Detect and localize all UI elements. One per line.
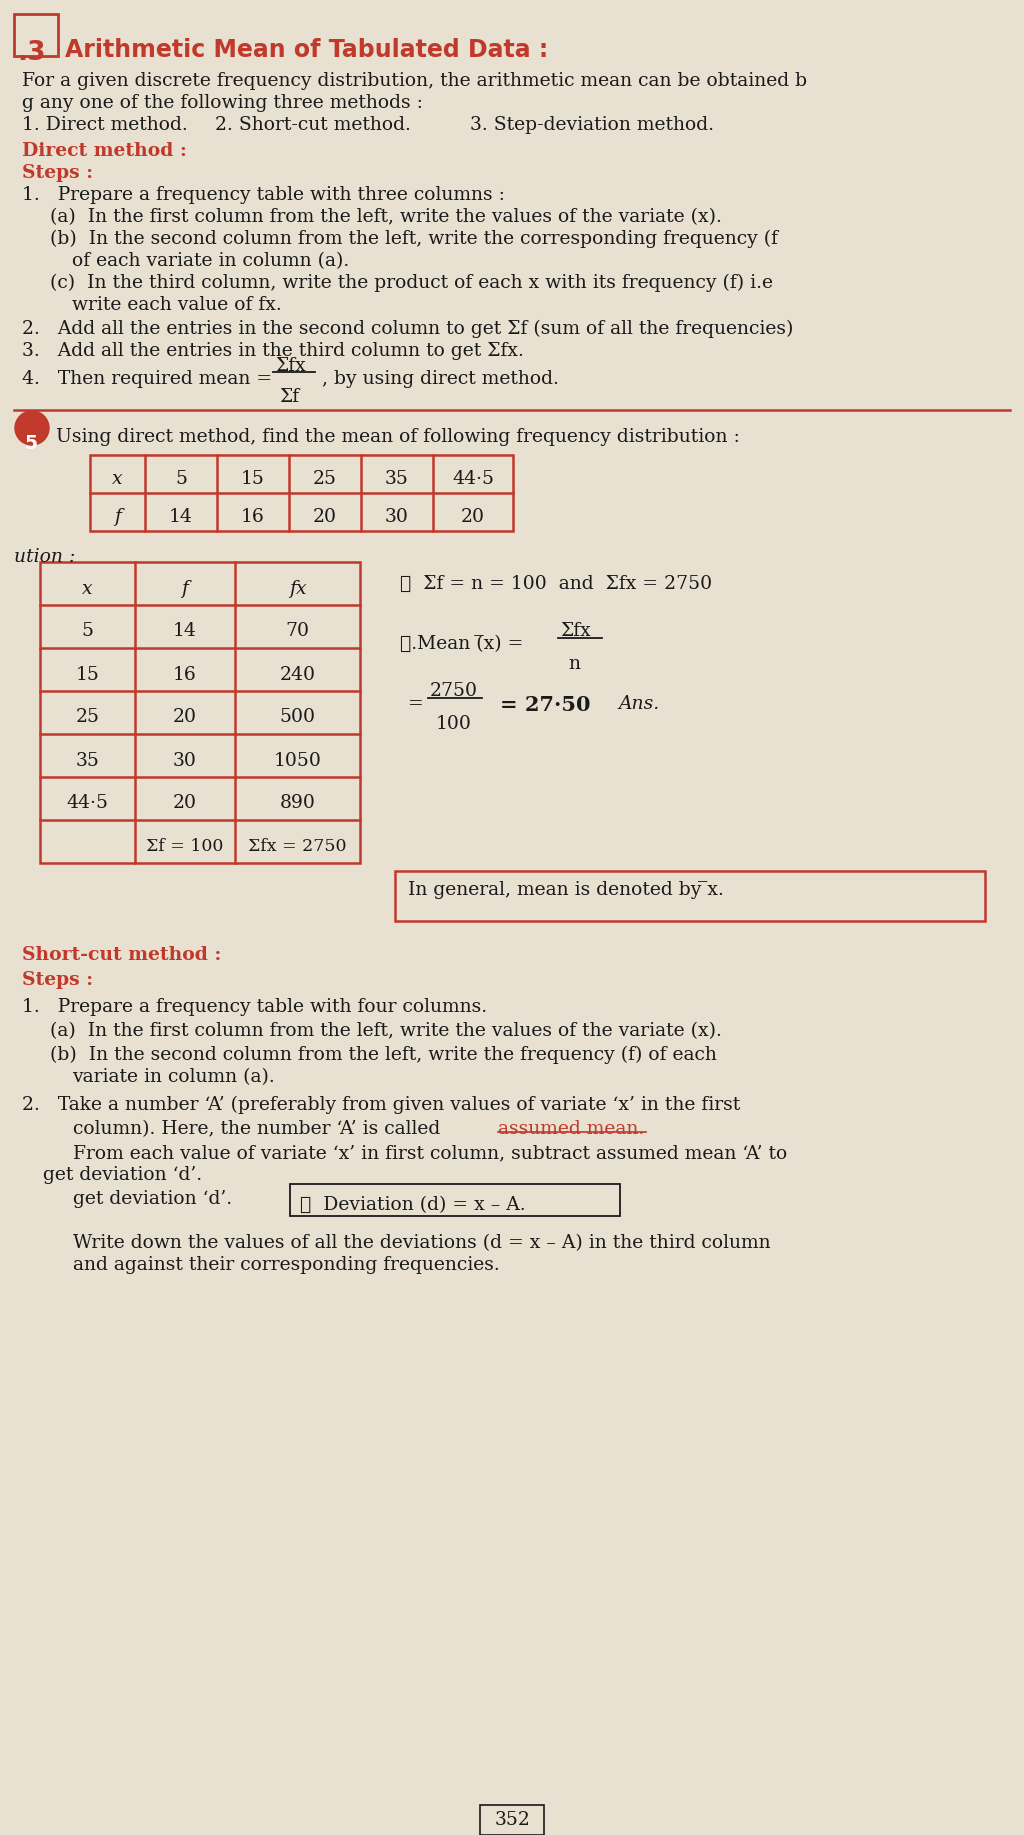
Text: 30: 30 — [173, 752, 197, 769]
Text: From each value of variate ‘x’ in first column, subtract assumed mean ‘A’ to: From each value of variate ‘x’ in first … — [43, 1143, 787, 1162]
Text: Using direct method, find the mean of following frequency distribution :: Using direct method, find the mean of fo… — [56, 428, 739, 446]
Text: fx: fx — [289, 580, 306, 598]
Text: f: f — [114, 508, 121, 527]
Text: 70: 70 — [286, 622, 309, 640]
Text: (a)  In the first column from the left, write the values of the variate (x).: (a) In the first column from the left, w… — [50, 1022, 722, 1040]
Text: (a)  In the first column from the left, write the values of the variate (x).: (a) In the first column from the left, w… — [50, 207, 722, 226]
Text: 14: 14 — [173, 622, 197, 640]
Text: variate in column (a).: variate in column (a). — [72, 1068, 274, 1086]
Text: Ans.: Ans. — [618, 695, 659, 714]
Text: get deviation ‘d’.: get deviation ‘d’. — [43, 1191, 244, 1207]
Text: 2.   Take a number ‘A’ (preferably from given values of variate ‘x’ in the first: 2. Take a number ‘A’ (preferably from gi… — [22, 1095, 740, 1114]
Text: 5: 5 — [175, 470, 187, 488]
Text: x: x — [82, 580, 93, 598]
Text: ∴  Σf = n = 100  and  Σfx = 2750: ∴ Σf = n = 100 and Σfx = 2750 — [400, 574, 712, 593]
Text: 44·5: 44·5 — [67, 795, 109, 813]
Text: 20: 20 — [173, 708, 197, 727]
Text: 16: 16 — [173, 666, 197, 683]
Text: 44·5: 44·5 — [452, 470, 494, 488]
Text: 20: 20 — [313, 508, 337, 527]
Text: 500: 500 — [280, 708, 315, 727]
Text: 3. Step-deviation method.: 3. Step-deviation method. — [470, 116, 714, 134]
Text: of each variate in column (a).: of each variate in column (a). — [72, 251, 349, 270]
Text: 5: 5 — [25, 435, 38, 453]
Text: Steps :: Steps : — [22, 971, 93, 989]
Text: 2750: 2750 — [430, 683, 478, 699]
Text: (b)  In the second column from the left, write the frequency (f) of each: (b) In the second column from the left, … — [50, 1046, 717, 1064]
Text: Σfx: Σfx — [275, 358, 306, 374]
Text: g any one of the following three methods :: g any one of the following three methods… — [22, 94, 423, 112]
Text: n: n — [568, 655, 580, 673]
Text: Direct method :: Direct method : — [22, 141, 186, 160]
Text: = 27·50: = 27·50 — [500, 695, 591, 716]
Text: Write down the values of all the deviations (d = x – A) in the third column: Write down the values of all the deviati… — [43, 1233, 771, 1251]
Text: 352: 352 — [495, 1811, 530, 1829]
Text: (c)  In the third column, write the product of each x with its frequency (f) i.e: (c) In the third column, write the produ… — [50, 273, 773, 292]
Text: .3: .3 — [17, 40, 45, 66]
Text: In general, mean is denoted by ̅x.: In general, mean is denoted by ̅x. — [408, 881, 724, 899]
Text: 35: 35 — [76, 752, 99, 769]
Text: Short-cut method :: Short-cut method : — [22, 947, 221, 963]
Circle shape — [15, 411, 49, 446]
Text: get deviation ‘d’.: get deviation ‘d’. — [43, 1165, 202, 1184]
Text: f: f — [181, 580, 188, 598]
Text: 1050: 1050 — [273, 752, 322, 769]
Text: 15: 15 — [76, 666, 99, 683]
Text: ∴.Mean (̅x) =: ∴.Mean (̅x) = — [400, 635, 529, 653]
Text: , by using direct method.: , by using direct method. — [322, 371, 559, 387]
Text: 30: 30 — [385, 508, 409, 527]
Text: column). Here, the number ‘A’ is called: column). Here, the number ‘A’ is called — [43, 1119, 446, 1138]
Bar — [14, 15, 58, 57]
Text: =: = — [408, 695, 424, 714]
Text: 2. Short-cut method.: 2. Short-cut method. — [215, 116, 411, 134]
Text: Σf: Σf — [279, 387, 299, 406]
Text: 16: 16 — [241, 508, 265, 527]
Text: 14: 14 — [169, 508, 193, 527]
Text: assumed mean.: assumed mean. — [498, 1119, 644, 1138]
Text: Σf = 100: Σf = 100 — [146, 839, 223, 855]
Text: 890: 890 — [280, 795, 315, 813]
Bar — [290, 1184, 620, 1217]
Text: For a given discrete frequency distribution, the arithmetic mean can be obtained: For a given discrete frequency distribut… — [22, 72, 807, 90]
Text: 4.   Then required mean =: 4. Then required mean = — [22, 371, 279, 387]
Text: 25: 25 — [313, 470, 337, 488]
Text: 100: 100 — [436, 716, 472, 732]
Text: Σfx: Σfx — [560, 622, 591, 640]
Text: 3.   Add all the entries in the third column to get Σfx.: 3. Add all the entries in the third colu… — [22, 341, 524, 360]
Text: Σfx = 2750: Σfx = 2750 — [248, 839, 347, 855]
Text: 5: 5 — [82, 622, 93, 640]
Text: ution :: ution : — [14, 549, 76, 565]
Text: write each value of fx.: write each value of fx. — [72, 295, 282, 314]
Text: 1. Direct method.: 1. Direct method. — [22, 116, 187, 134]
Text: 20: 20 — [173, 795, 197, 813]
Text: x: x — [113, 470, 123, 488]
Text: 15: 15 — [241, 470, 265, 488]
Bar — [480, 1806, 544, 1835]
Text: 1.   Prepare a frequency table with four columns.: 1. Prepare a frequency table with four c… — [22, 998, 487, 1017]
Bar — [90, 455, 513, 530]
Text: Steps :: Steps : — [22, 163, 93, 182]
Text: 2.   Add all the entries in the second column to get Σf (sum of all the frequenc: 2. Add all the entries in the second col… — [22, 319, 794, 338]
Bar — [395, 872, 985, 921]
Text: ∴  Deviation (d) = x – A.: ∴ Deviation (d) = x – A. — [300, 1196, 525, 1215]
Text: 240: 240 — [280, 666, 315, 683]
Text: 35: 35 — [385, 470, 409, 488]
Text: 20: 20 — [461, 508, 485, 527]
Text: Arithmetic Mean of Tabulated Data :: Arithmetic Mean of Tabulated Data : — [65, 39, 548, 62]
Text: 25: 25 — [76, 708, 99, 727]
Text: 1.   Prepare a frequency table with three columns :: 1. Prepare a frequency table with three … — [22, 185, 505, 204]
Text: (b)  In the second column from the left, write the corresponding frequency (f: (b) In the second column from the left, … — [50, 229, 778, 248]
Bar — [40, 562, 360, 862]
Text: and against their corresponding frequencies.: and against their corresponding frequenc… — [43, 1255, 500, 1273]
